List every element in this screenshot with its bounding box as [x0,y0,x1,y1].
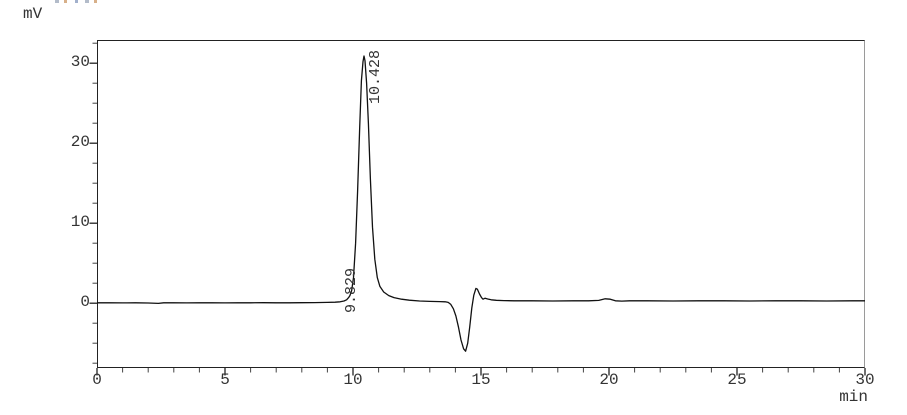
x-tick-label: 15 [471,371,491,389]
y-tick-label: 10 [70,213,90,232]
y-tick-label: 30 [70,53,90,72]
x-tick-label: 20 [599,371,619,389]
peak-rt-label: 10.428 [366,49,384,104]
x-tick-label: 5 [220,371,230,389]
y-axis-unit-label: mV [23,5,43,23]
x-tick-label: 30 [855,371,875,389]
clipped-text-fragment [55,0,105,3]
y-tick-label: 0 [80,293,90,312]
x-tick-label: 0 [92,371,102,389]
x-tick-label: 10 [343,371,363,389]
y-tick-label: 20 [70,133,90,152]
peak-rt-label: 9.829 [342,268,360,314]
x-axis-unit-label: min [839,388,868,406]
x-tick-label: 25 [727,371,747,389]
plot-area [97,40,865,368]
